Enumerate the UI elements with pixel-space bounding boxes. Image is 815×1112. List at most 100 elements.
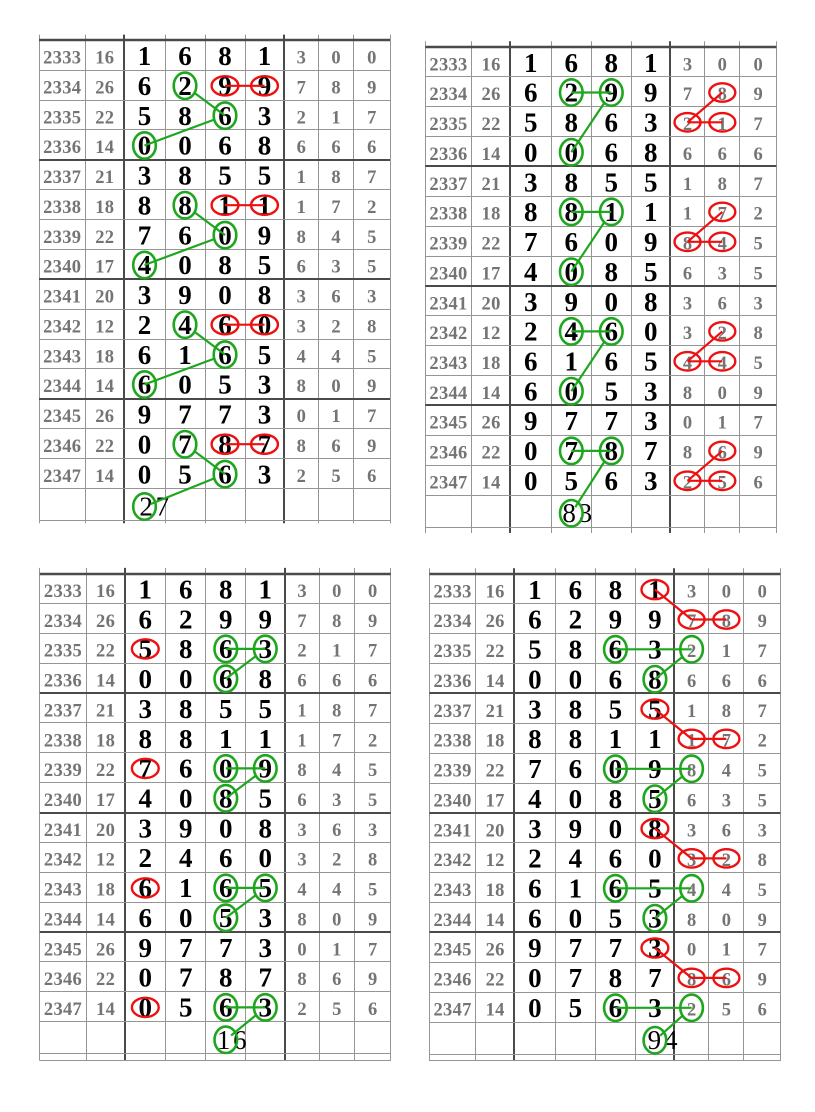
svg-text:8: 8 (609, 575, 623, 605)
svg-text:2: 2 (331, 317, 340, 337)
svg-text:6: 6 (528, 605, 542, 635)
svg-text:21: 21 (95, 168, 114, 188)
svg-text:2347: 2347 (44, 1000, 82, 1020)
svg-text:5: 5 (753, 354, 762, 374)
svg-text:0: 0 (569, 784, 583, 814)
svg-text:2334: 2334 (433, 612, 471, 632)
svg-text:5: 5 (367, 258, 376, 278)
svg-text:8: 8 (565, 108, 579, 138)
svg-text:2336: 2336 (43, 138, 81, 158)
svg-text:4: 4 (178, 310, 192, 340)
svg-text:1: 1 (332, 642, 341, 662)
svg-text:7: 7 (368, 940, 377, 960)
svg-text:22: 22 (95, 228, 114, 248)
svg-text:6: 6 (605, 347, 619, 377)
svg-text:0: 0 (218, 280, 232, 310)
svg-text:6: 6 (524, 78, 538, 108)
svg-text:6: 6 (687, 791, 696, 811)
svg-text:2338: 2338 (43, 198, 81, 218)
svg-text:7: 7 (219, 933, 233, 963)
svg-text:3: 3 (683, 294, 692, 314)
svg-text:0: 0 (605, 287, 619, 317)
svg-text:22: 22 (96, 970, 115, 990)
svg-text:7: 7 (218, 400, 232, 430)
svg-text:8: 8 (297, 970, 306, 990)
svg-text:2335: 2335 (429, 115, 467, 135)
svg-text:14: 14 (486, 1001, 505, 1021)
svg-text:8: 8 (605, 48, 619, 78)
svg-text:1: 1 (258, 41, 272, 71)
svg-text:9: 9 (609, 605, 623, 635)
svg-text:3: 3 (138, 280, 152, 310)
svg-text:2: 2 (718, 324, 727, 344)
svg-text:2344: 2344 (429, 384, 467, 404)
svg-text:8: 8 (758, 851, 767, 871)
svg-text:8: 8 (569, 635, 583, 665)
svg-text:2: 2 (178, 71, 192, 101)
svg-text:3: 3 (687, 582, 696, 602)
svg-text:22: 22 (95, 108, 114, 128)
svg-text:6: 6 (331, 437, 340, 457)
svg-text:5: 5 (179, 993, 193, 1023)
svg-text:8: 8 (178, 101, 192, 131)
svg-text:6: 6 (297, 258, 306, 278)
svg-text:0: 0 (683, 414, 692, 434)
svg-text:4: 4 (331, 347, 340, 367)
svg-text:7: 7 (644, 436, 658, 466)
svg-text:22: 22 (486, 642, 505, 662)
svg-text:5: 5 (218, 161, 232, 191)
svg-text:8: 8 (718, 175, 727, 195)
svg-text:5: 5 (753, 264, 762, 284)
svg-text:5: 5 (524, 108, 538, 138)
svg-text:5: 5 (331, 467, 340, 487)
svg-text:8: 8 (331, 168, 340, 188)
svg-text:5: 5 (528, 635, 542, 665)
svg-text:2343: 2343 (43, 347, 81, 367)
svg-text:0: 0 (331, 49, 340, 69)
svg-text:1: 1 (331, 108, 340, 128)
svg-text:0: 0 (178, 131, 192, 161)
svg-text:3: 3 (753, 294, 762, 314)
svg-text:14: 14 (486, 911, 505, 931)
svg-text:14: 14 (96, 911, 115, 931)
svg-text:2337: 2337 (433, 702, 471, 722)
svg-text:5: 5 (368, 761, 377, 781)
svg-text:14: 14 (482, 145, 501, 165)
svg-text:26: 26 (96, 940, 115, 960)
svg-text:2335: 2335 (44, 642, 82, 662)
svg-text:26: 26 (95, 407, 114, 427)
svg-text:2339: 2339 (43, 228, 81, 248)
svg-text:0: 0 (179, 664, 193, 694)
svg-text:0: 0 (718, 55, 727, 75)
svg-text:2: 2 (297, 642, 306, 662)
svg-text:6: 6 (524, 347, 538, 377)
svg-text:7: 7 (178, 400, 192, 430)
svg-text:0: 0 (524, 137, 538, 167)
svg-text:7: 7 (609, 933, 623, 963)
svg-text:17: 17 (95, 258, 114, 278)
svg-text:5: 5 (758, 881, 767, 901)
svg-text:8: 8 (569, 694, 583, 724)
svg-text:6: 6 (683, 145, 692, 165)
svg-text:1: 1 (297, 168, 306, 188)
svg-text:5: 5 (758, 762, 767, 782)
svg-text:3: 3 (687, 821, 696, 841)
svg-text:9: 9 (139, 933, 153, 963)
svg-text:7: 7 (528, 754, 542, 784)
svg-text:5: 5 (259, 784, 273, 814)
svg-text:2: 2 (569, 605, 583, 635)
svg-text:22: 22 (482, 115, 501, 135)
svg-text:5: 5 (218, 370, 232, 400)
svg-text:3: 3 (258, 370, 272, 400)
svg-text:0: 0 (722, 911, 731, 931)
svg-text:0: 0 (218, 220, 232, 250)
svg-text:2: 2 (367, 198, 376, 218)
svg-text:7: 7 (753, 414, 762, 434)
svg-text:0: 0 (297, 407, 306, 427)
svg-text:4: 4 (331, 228, 340, 248)
svg-text:8: 8 (219, 963, 233, 993)
svg-text:2336: 2336 (44, 672, 82, 692)
svg-text:8: 8 (297, 228, 306, 248)
svg-text:0: 0 (528, 664, 542, 694)
svg-text:2343: 2343 (433, 881, 471, 901)
